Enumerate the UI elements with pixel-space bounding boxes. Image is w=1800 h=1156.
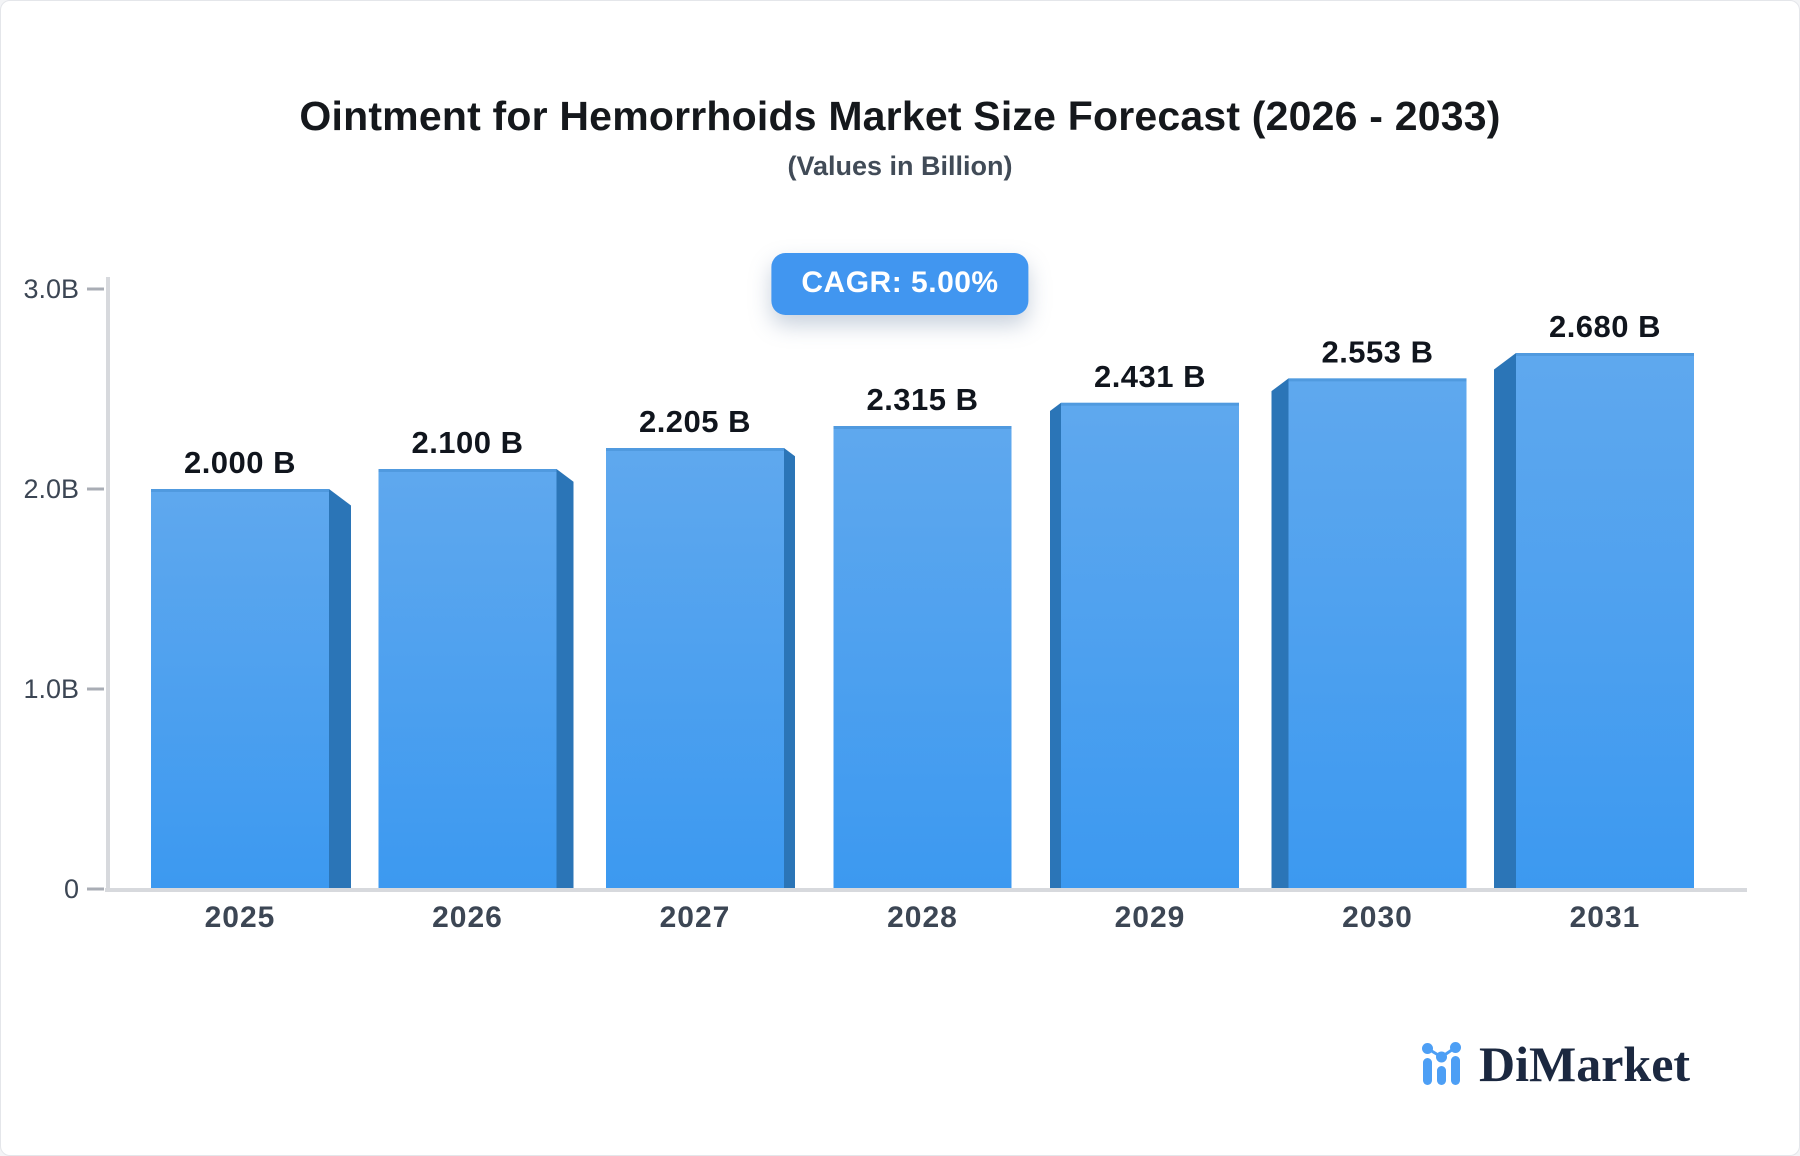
- bar-side-face: [784, 448, 795, 888]
- bar-2025: 2.000 B 2025: [151, 445, 351, 934]
- bar-value-label: 2.553 B: [1321, 334, 1433, 369]
- bar-line-chart-icon: [1422, 1041, 1461, 1085]
- bar-2027: 2.205 B 2027: [606, 404, 795, 934]
- bar-2030: 2.553 B 2030: [1271, 334, 1467, 934]
- x-axis-label: 2026: [432, 901, 503, 934]
- bar-front-face: [378, 469, 557, 888]
- bar-front-face: [606, 448, 784, 888]
- x-axis-label: 2030: [1342, 901, 1413, 934]
- bar-value-label: 2.100 B: [411, 425, 523, 460]
- bar-side-face: [1050, 402, 1061, 888]
- chart-subtitle: (Values in Billion): [787, 151, 1013, 181]
- y-tick-label: 1.0B: [23, 674, 79, 704]
- bar-front-face: [151, 489, 329, 888]
- bar-value-label: 2.680 B: [1549, 309, 1661, 344]
- bar-side-face: [556, 469, 574, 888]
- cagr-badge: CAGR: 5.00%: [771, 253, 1029, 315]
- x-axis-label: 2028: [887, 901, 958, 934]
- y-tick-label: 2.0B: [23, 474, 79, 504]
- bar-front-face: [833, 426, 1012, 888]
- bar-value-label: 2.431 B: [1094, 359, 1206, 394]
- y-tick-label: 3.0B: [23, 274, 79, 304]
- bar-front-face: [1061, 402, 1239, 888]
- bar-2029: 2.431 B 2029: [1050, 359, 1239, 934]
- x-axis-label: 2025: [205, 901, 276, 934]
- bar-2026: 2.100 B 2026: [378, 425, 574, 934]
- brand-logo: DiMarket: [1419, 1039, 1690, 1089]
- x-axis-label: 2027: [660, 901, 731, 934]
- brand-logo-text: DiMarket: [1479, 1036, 1691, 1092]
- y-tick-label: 0: [64, 874, 79, 904]
- bar-value-label: 2.315 B: [866, 382, 978, 417]
- bar-front-face: [1288, 378, 1467, 888]
- bar-side-face: [1271, 378, 1289, 888]
- bar-side-face: [1494, 353, 1516, 888]
- bar-value-label: 2.205 B: [639, 404, 751, 439]
- x-axis-label: 2029: [1115, 901, 1186, 934]
- bar-2028: 2.315 B 2028: [833, 382, 1012, 934]
- chart-title: Ointment for Hemorrhoids Market Size For…: [299, 93, 1501, 139]
- bar-2031: 2.680 B 2031: [1494, 309, 1694, 934]
- bar-value-label: 2.000 B: [184, 445, 296, 480]
- x-axis-label: 2031: [1570, 901, 1641, 934]
- bar-front-face: [1516, 353, 1694, 888]
- bar-side-face: [329, 489, 351, 888]
